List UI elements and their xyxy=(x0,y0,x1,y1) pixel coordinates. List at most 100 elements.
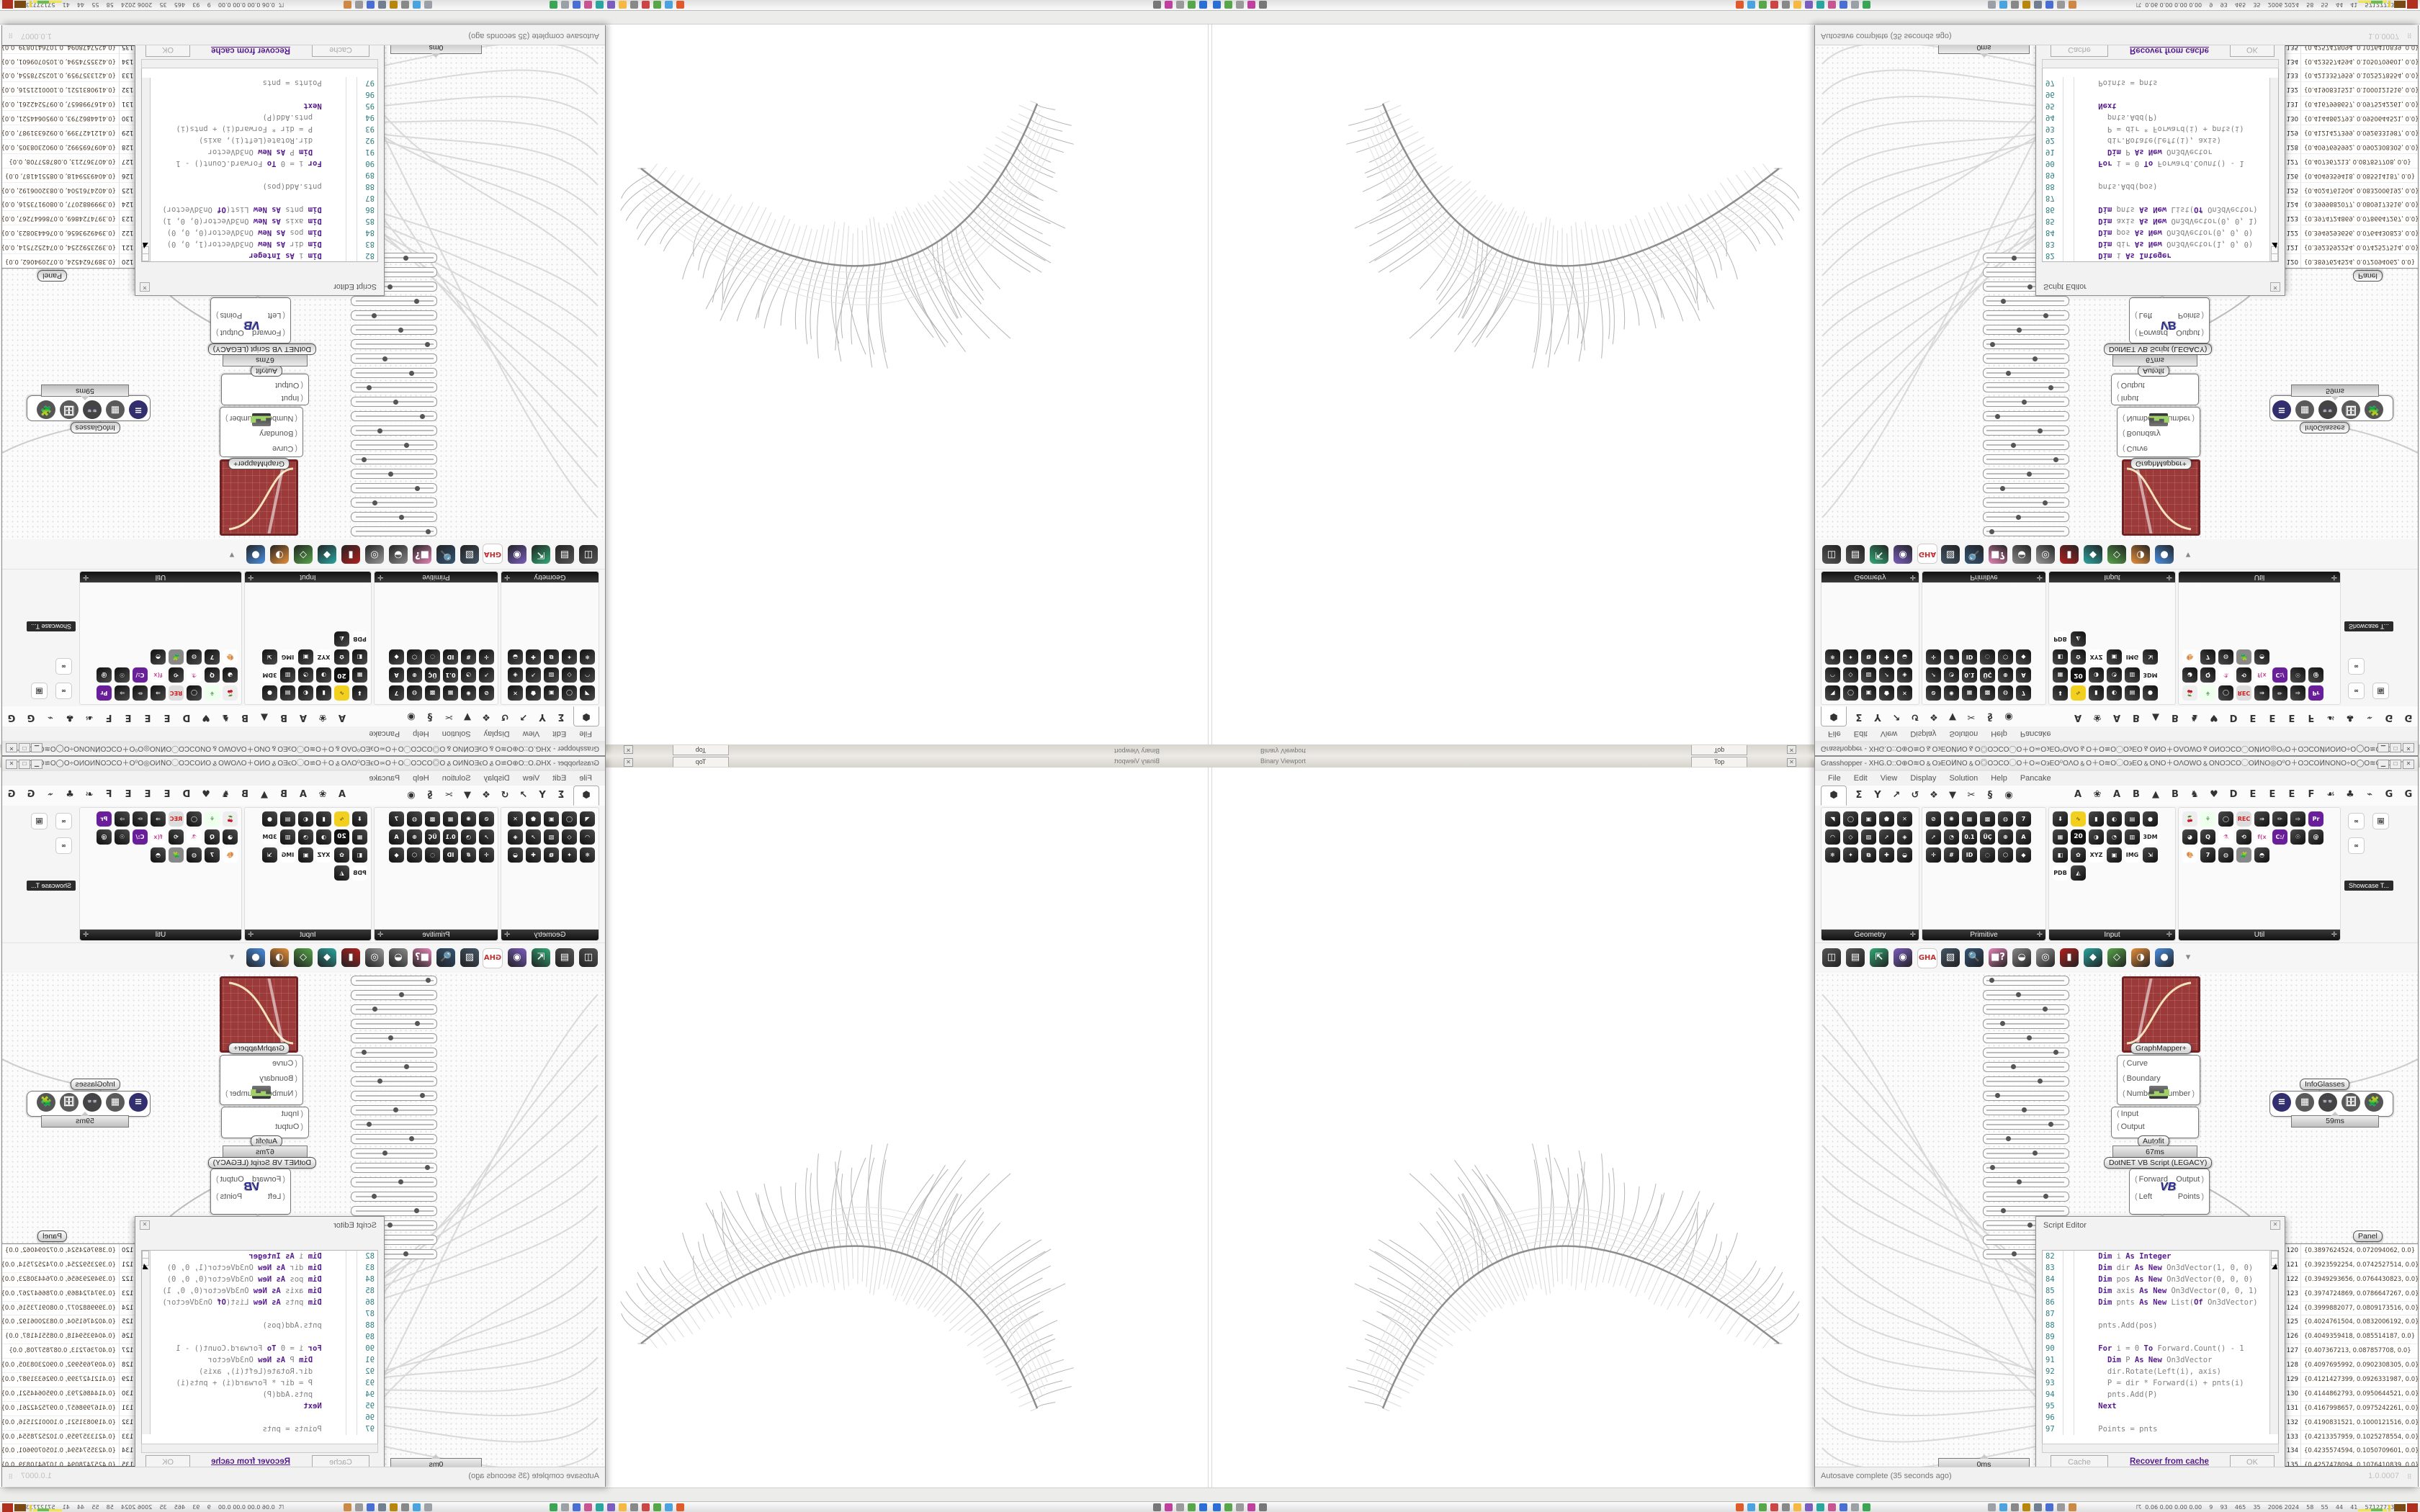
component-icon[interactable]: ▣ xyxy=(2107,847,2122,863)
toolbar-icon[interactable]: 🔍 xyxy=(436,545,455,564)
component-icon[interactable]: ⇒ xyxy=(2254,811,2269,827)
component-icon[interactable]: ▣ xyxy=(2107,649,2122,665)
horizontal-scrollbar[interactable] xyxy=(141,59,378,68)
viewport-tab-top[interactable]: Top xyxy=(673,745,729,755)
component-icon[interactable]: ⊘ xyxy=(1926,811,1941,827)
param-output[interactable]: Output xyxy=(2117,1122,2145,1131)
component-icon[interactable]: ◯ xyxy=(1843,685,1858,701)
component-icon[interactable]: ➚ xyxy=(1926,667,1941,683)
component-icon[interactable]: ▥ xyxy=(280,829,295,845)
component-icon[interactable]: ▩ xyxy=(1980,685,1995,701)
plugin-tab[interactable]: G xyxy=(27,712,35,723)
toolbar-icon[interactable]: ▾ xyxy=(2185,549,2191,560)
taskbar-icon[interactable] xyxy=(1851,1,1859,9)
minimize-button[interactable]: ▁ xyxy=(2378,760,2389,769)
plugin-tab[interactable]: A xyxy=(2112,789,2121,800)
plugin-tab[interactable]: ☙ xyxy=(85,712,94,723)
palette-tab[interactable]: ↗ xyxy=(519,790,528,801)
component-icon[interactable]: REC xyxy=(2236,685,2251,701)
menu-item-pancake[interactable]: Pancake xyxy=(2020,774,2051,783)
taskbar-icon[interactable] xyxy=(1839,1503,1847,1511)
component-icon[interactable]: ◐ xyxy=(2107,811,2122,827)
plugin-tab[interactable]: ☙ xyxy=(85,789,94,800)
component-icon[interactable]: ❄ xyxy=(580,847,595,863)
mapper-component[interactable]: Curve Boundary Numbers Number ▂▅▃▇ xyxy=(2117,1055,2200,1105)
plugin-tab[interactable]: B xyxy=(2172,712,2179,723)
component-icon[interactable]: ⇨ xyxy=(115,685,130,701)
viewport-tab-top[interactable]: Top xyxy=(1691,757,1747,767)
taskbar-icon[interactable] xyxy=(2034,1,2042,9)
component-icon[interactable]: Pr xyxy=(97,685,112,701)
taskbar-icon[interactable] xyxy=(1176,1,1184,9)
number-slider[interactable] xyxy=(351,296,437,306)
toolbar-icon[interactable]: ■? xyxy=(1989,948,2007,967)
palette-tab[interactable]: Y xyxy=(539,711,546,722)
toolbar-icon[interactable]: ◒ xyxy=(389,545,408,564)
component-icon[interactable]: ID xyxy=(443,649,458,665)
param-left[interactable]: Left xyxy=(2135,1192,2152,1201)
component-icon[interactable]: IMG xyxy=(280,847,295,863)
component-icon[interactable]: ⇨ xyxy=(2290,685,2305,701)
menu-item-edit[interactable]: Edit xyxy=(1853,774,1868,783)
component-icon[interactable]: ▦ xyxy=(352,667,367,683)
taskbar-icon[interactable] xyxy=(424,1503,432,1511)
number-slider[interactable] xyxy=(351,1192,437,1202)
component-icon[interactable]: IMG xyxy=(2125,847,2140,863)
param-output[interactable]: Output xyxy=(216,328,244,337)
component-icon[interactable]: ✚ xyxy=(1879,847,1894,863)
taskbar-icon[interactable] xyxy=(584,1503,592,1511)
taskbar-icon[interactable] xyxy=(1224,1503,1232,1511)
component-icon[interactable]: ✦ xyxy=(1843,649,1858,665)
number-slider[interactable] xyxy=(351,1004,437,1014)
component-icon[interactable]: ▦ xyxy=(2053,667,2068,683)
number-slider[interactable] xyxy=(1983,1019,2069,1029)
number-slider[interactable] xyxy=(1983,1091,2069,1101)
infoglasses-button[interactable]: ▦ xyxy=(106,1093,125,1112)
component-icon[interactable]: ∿ xyxy=(334,811,349,827)
palette-tab[interactable]: ◉ xyxy=(407,711,416,722)
grasshopper-canvas[interactable]: GraphMapper+ Curve Boundary Numbers Numb… xyxy=(1815,973,2418,1467)
number-slider[interactable] xyxy=(351,1062,437,1072)
maximize-button[interactable]: □ xyxy=(2390,760,2401,769)
taskbar-icon[interactable] xyxy=(355,1,363,9)
number-slider[interactable] xyxy=(351,526,437,536)
number-slider[interactable] xyxy=(351,339,437,349)
palette-tab[interactable]: ↺ xyxy=(501,711,509,722)
component-icon[interactable]: XYZ xyxy=(2089,649,2104,665)
component-icon[interactable]: Q xyxy=(2200,829,2215,845)
component-icon[interactable]: ✏ xyxy=(133,811,148,827)
number-slider[interactable] xyxy=(1983,1105,2069,1115)
number-slider[interactable] xyxy=(351,1134,437,1144)
graph-mapper-nameplate[interactable]: GraphMapper+ xyxy=(228,458,290,469)
component-icon[interactable]: ◌ xyxy=(1980,847,1995,863)
viewport-tab-top[interactable]: Top xyxy=(673,757,729,767)
component-icon[interactable]: ▮ xyxy=(2089,811,2104,827)
plugin-tab[interactable]: ♞ xyxy=(221,789,230,800)
toolbar-icon[interactable]: ▮ xyxy=(2060,948,2079,967)
toolbar-icon[interactable]: ▤ xyxy=(1846,545,1865,564)
taskbar-icon[interactable] xyxy=(413,1,421,9)
component-icon[interactable]: ⬟ xyxy=(526,811,541,827)
component-icon[interactable]: ÜÇ xyxy=(1980,667,1995,683)
ok-button[interactable]: OK xyxy=(2230,45,2275,57)
number-slider[interactable] xyxy=(351,1206,437,1216)
component-icon[interactable]: ◠ xyxy=(1825,829,1840,845)
minimize-button[interactable]: ▁ xyxy=(31,743,42,752)
palette-tab[interactable]: ⬢ xyxy=(573,786,599,806)
menu-item-solution[interactable]: Solution xyxy=(442,729,471,738)
component-icon[interactable]: 20 xyxy=(334,667,349,683)
component-icon[interactable]: REC xyxy=(169,685,184,701)
taskbar-icon[interactable] xyxy=(413,1503,421,1511)
component-icon[interactable]: ⟲ xyxy=(169,667,184,683)
plugin-tab[interactable]: E xyxy=(2288,712,2295,723)
number-slider[interactable] xyxy=(351,512,437,522)
taskbar-icon[interactable] xyxy=(1153,1,1161,9)
plugin-tab[interactable]: G xyxy=(2404,789,2413,800)
number-slider[interactable] xyxy=(1983,1004,2069,1014)
component-icon[interactable]: ◓ xyxy=(151,847,166,863)
palette-tab[interactable]: § xyxy=(427,790,433,801)
component-icon[interactable]: Q xyxy=(205,667,220,683)
component-icon[interactable]: ✕ xyxy=(1897,811,1912,827)
component-icon[interactable]: ◑ xyxy=(316,667,331,683)
component-icon[interactable]: REC xyxy=(2236,811,2251,827)
